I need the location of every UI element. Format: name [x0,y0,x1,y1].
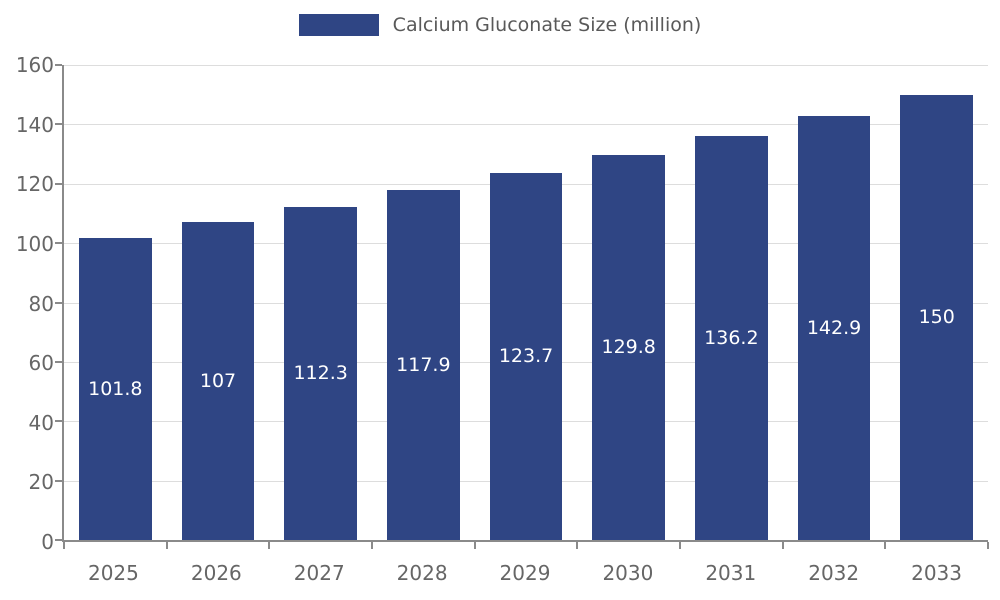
bar-value-label: 101.8 [88,377,143,400]
legend-item[interactable]: Calcium Gluconate Size (million) [298,14,702,36]
x-axis-tick [370,542,373,549]
y-axis-tick [55,479,62,482]
bar-value-label: 112.3 [293,362,348,385]
x-axis-tick [473,542,476,549]
bar-slot: 136.2 [680,65,783,540]
x-axis-tick [781,542,784,549]
x-axis-tick-label: 2031 [705,561,757,585]
y-axis-tick-label: 0 [41,530,54,554]
bar-slot: 112.3 [269,65,372,540]
bars-row: 101.8 107 112.3 117.9 123.7 129.8 136.2 142.9 15… [64,65,988,540]
bar-value-label: 150 [918,306,955,329]
bar-slot: 123.7 [475,65,578,540]
y-axis-tick-label: 80 [28,291,54,316]
x-axis-tick-label: 2027 [293,561,345,585]
x-axis-tick [268,542,271,549]
x-axis-tick [884,542,887,549]
bar-slot: 101.8 [64,65,167,540]
gridline [64,124,988,126]
bar-value-label: 129.8 [601,336,656,359]
legend: Calcium Gluconate Size (million) [0,14,1000,36]
bar-slot: 129.8 [577,65,680,540]
x-axis-tick-label: 2029 [499,561,551,585]
y-axis-tick-label: 100 [15,231,54,256]
x-axis-tick [678,542,681,549]
y-axis-tick [55,182,62,185]
x-axis-tick-label: 2026 [190,561,242,585]
bar-value-label: 117.9 [396,353,451,376]
y-axis-tick [55,360,62,363]
x-axis-tick [63,542,65,549]
bar-value-label: 123.7 [498,345,554,368]
x-axis-tick-label: 2033 [911,561,963,585]
y-axis-tick [55,64,62,66]
y-axis-tick [55,420,62,423]
legend-label: Calcium Gluconate Size (million) [392,14,702,36]
y-axis-tick-label: 40 [28,410,54,435]
bar-slot: 142.9 [783,65,886,540]
bar-2027: 112.3 [284,206,358,540]
y-axis: 0 20 40 60 80 100 120 140 160 [0,55,54,552]
bar-value-label: 136.2 [704,326,759,349]
bar-2028: 117.9 [386,189,460,540]
x-axis-tick [165,542,168,549]
legend-swatch-icon [298,14,379,36]
x-axis-tick [576,542,579,549]
bar-slot: 150 [885,65,988,540]
gridline [64,65,988,66]
x-axis-tick-label: 2028 [396,561,448,585]
bar-2029: 123.7 [489,172,563,540]
y-axis-tick-label: 160 [15,53,54,77]
plot-area: 101.8 107 112.3 117.9 123.7 129.8 136.2 142.9 15… [55,64,989,549]
bar-value-label: 142.9 [806,316,862,339]
y-axis-tick-label: 60 [28,351,54,376]
bar-2026: 107 [181,222,255,540]
bar-slot: 107 [167,65,270,540]
x-axis: 2025 2026 2027 2028 2029 2030 2031 2032 2033 [62,556,988,590]
bar-2030: 129.8 [592,154,666,540]
bar-2033: 150 [900,94,974,540]
bar-slot: 117.9 [372,65,475,540]
y-axis-tick-label: 120 [15,172,54,197]
bar-2031: 136.2 [694,135,768,540]
y-axis-tick-label: 20 [28,470,54,495]
bar-2025: 101.8 [78,237,152,540]
y-axis-tick [55,123,62,126]
x-axis-tick-label: 2025 [87,561,139,585]
y-axis-tick [55,242,62,245]
x-axis-tick-label: 2030 [602,561,654,585]
y-axis-tick-label: 140 [15,112,54,137]
x-axis-tick-label: 2032 [808,561,860,585]
y-axis-tick [55,301,62,304]
y-axis-tick [55,539,62,541]
bar-value-label: 107 [199,370,237,393]
bar-2032: 142.9 [797,115,871,540]
x-axis-tick [987,542,989,549]
